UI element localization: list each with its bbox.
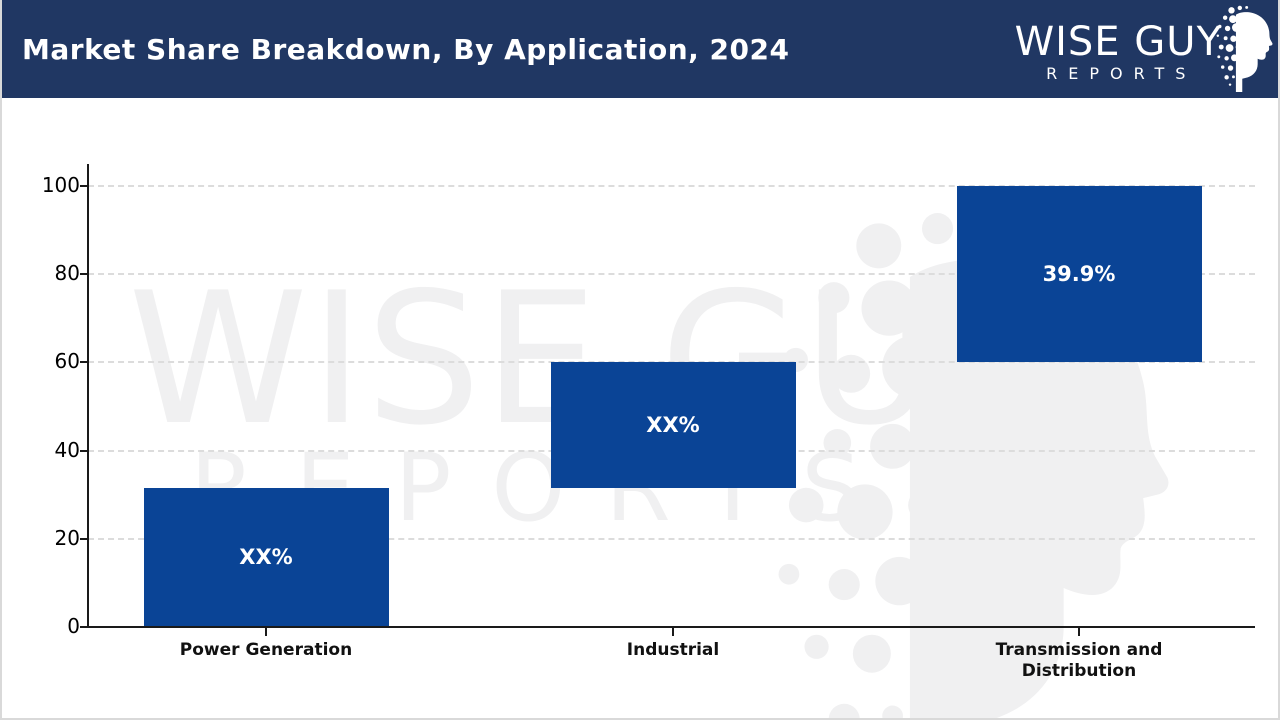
x-category-label: Industrial xyxy=(626,640,720,660)
x-category-label: Power Generation xyxy=(179,640,353,660)
bar: XX% xyxy=(550,362,796,488)
x-axis-line xyxy=(87,626,1255,628)
y-tick-label: 20 xyxy=(54,525,80,550)
x-tick-mark xyxy=(1078,627,1080,636)
y-axis-line xyxy=(87,164,89,628)
logo: WISE GUY REPORTS xyxy=(1015,4,1278,96)
x-category-label: Transmission and Distribution xyxy=(995,640,1163,682)
logo-line2: REPORTS xyxy=(1046,64,1197,83)
gridline xyxy=(88,537,1255,540)
y-tick-mark xyxy=(80,537,88,540)
bar: 39.9% xyxy=(956,186,1202,363)
y-tick-mark xyxy=(80,626,88,628)
y-tick-label: 0 xyxy=(67,614,80,638)
y-tick-label: 80 xyxy=(54,261,80,286)
gridline xyxy=(88,185,1255,187)
y-tick-mark xyxy=(80,273,88,276)
y-tick-label: 40 xyxy=(54,437,80,462)
bar-value-label: 39.9% xyxy=(1042,262,1116,287)
bar-value-label: XX% xyxy=(239,545,293,570)
bar-value-label: XX% xyxy=(646,413,700,437)
header: Market Share Breakdown, By Application, … xyxy=(2,0,1278,98)
y-tick-mark xyxy=(80,185,88,187)
page-title: Market Share Breakdown, By Application, … xyxy=(22,32,790,66)
logo-wordmark: WISE GUY REPORTS xyxy=(1015,21,1222,83)
x-tick-mark xyxy=(265,627,267,636)
y-tick-label: 100 xyxy=(41,173,80,197)
y-tick-mark xyxy=(80,361,88,364)
gridline xyxy=(88,273,1255,276)
x-tick-mark xyxy=(672,627,674,636)
y-tick-mark xyxy=(80,449,88,452)
bar: XX% xyxy=(143,487,389,627)
logo-line1: WISE GUY xyxy=(1014,19,1222,65)
logo-face-icon xyxy=(1206,4,1278,93)
y-tick-label: 60 xyxy=(54,349,80,374)
